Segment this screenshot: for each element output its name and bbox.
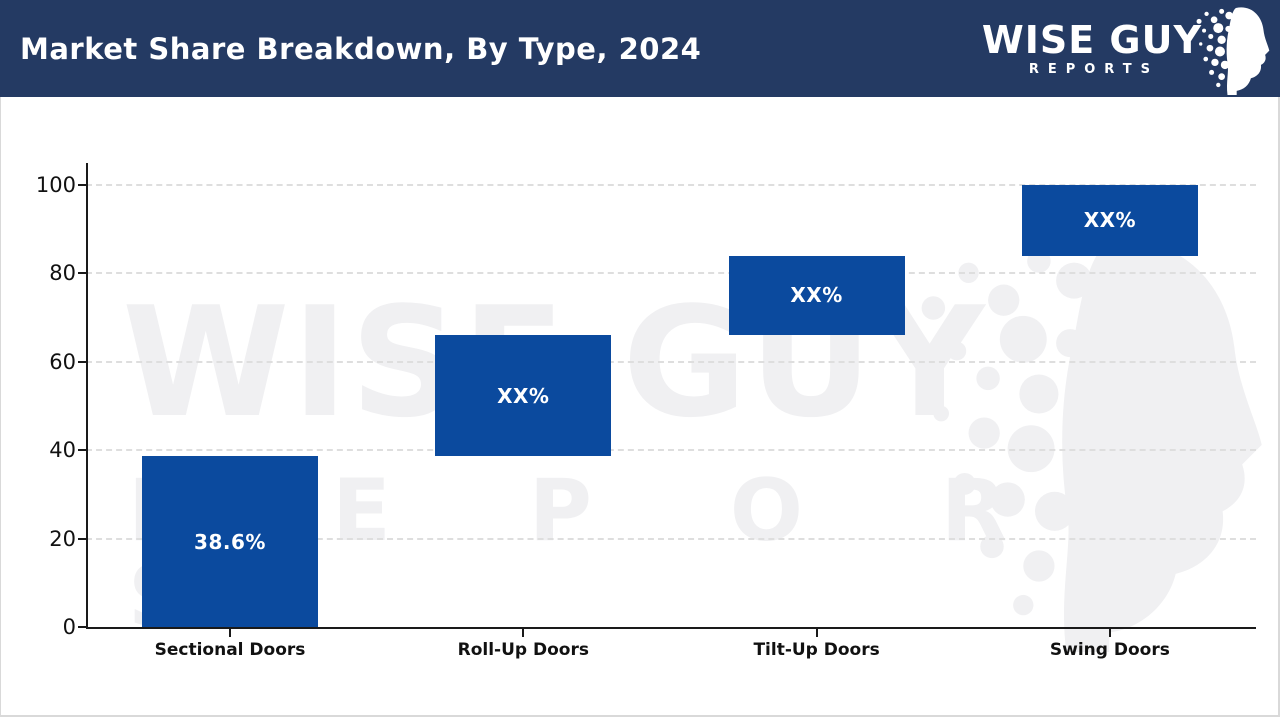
y-tick-label-40: 40 bbox=[49, 438, 76, 463]
y-tickmark-20 bbox=[78, 537, 86, 540]
wise-guy-reports-logo: WISE GUY REPORTS bbox=[982, 3, 1280, 95]
category-label-3: Swing Doors bbox=[1049, 640, 1170, 660]
y-tickmark-0 bbox=[78, 626, 86, 628]
gridline-40 bbox=[86, 449, 1256, 452]
y-tick-label-0: 0 bbox=[62, 615, 76, 639]
bar-value-label: XX% bbox=[497, 383, 550, 408]
x-tickmark-2 bbox=[815, 629, 818, 637]
category-label-2: Tilt-Up Doors bbox=[753, 640, 880, 660]
logo-wordmark: WISE GUY bbox=[981, 18, 1202, 62]
page-bottom-border bbox=[0, 715, 1280, 717]
bar-sectional-doors: 38.6% bbox=[142, 456, 318, 627]
x-tickmark-3 bbox=[1108, 629, 1111, 637]
page-right-border bbox=[1278, 97, 1280, 717]
dotted-head-profile-icon bbox=[1196, 6, 1270, 95]
page-title: Market Share Breakdown, By Type, 2024 bbox=[20, 31, 702, 66]
bar-value-label: XX% bbox=[1083, 208, 1137, 233]
x-tickmark-0 bbox=[229, 629, 231, 637]
category-label-0: Sectional Doors bbox=[154, 640, 306, 660]
logo-subtitle: REPORTS bbox=[1028, 62, 1159, 77]
y-tickmark-80 bbox=[78, 272, 86, 275]
y-tick-label-60: 60 bbox=[49, 349, 76, 374]
bar-roll-up-doors: XX% bbox=[435, 335, 612, 457]
gridline-60 bbox=[86, 360, 1256, 363]
x-tickmark-1 bbox=[522, 629, 525, 637]
x-axis-spine bbox=[86, 627, 1256, 629]
bar-tilt-up-doors: XX% bbox=[728, 255, 905, 336]
y-tickmark-100 bbox=[78, 184, 86, 186]
gridline-80 bbox=[86, 272, 1256, 275]
logo-text: WISE GUY REPORTS bbox=[982, 21, 1202, 76]
y-axis-spine bbox=[86, 163, 88, 629]
bar-value-label: XX% bbox=[790, 283, 843, 308]
gridline-100 bbox=[86, 184, 1256, 186]
category-label-1: Roll-Up Doors bbox=[457, 640, 589, 660]
y-tick-label-20: 20 bbox=[49, 526, 76, 551]
y-tick-label-100: 100 bbox=[35, 173, 76, 197]
bar-swing-doors: XX% bbox=[1021, 185, 1198, 256]
page-left-border bbox=[0, 97, 1, 717]
header-banner: Market Share Breakdown, By Type, 2024 WI… bbox=[0, 0, 1280, 97]
y-tick-label-80: 80 bbox=[49, 261, 76, 286]
y-tickmark-60 bbox=[78, 360, 86, 363]
y-tickmark-40 bbox=[78, 449, 86, 452]
gridline-20 bbox=[86, 537, 1256, 540]
bar-value-label: 38.6% bbox=[194, 529, 266, 554]
